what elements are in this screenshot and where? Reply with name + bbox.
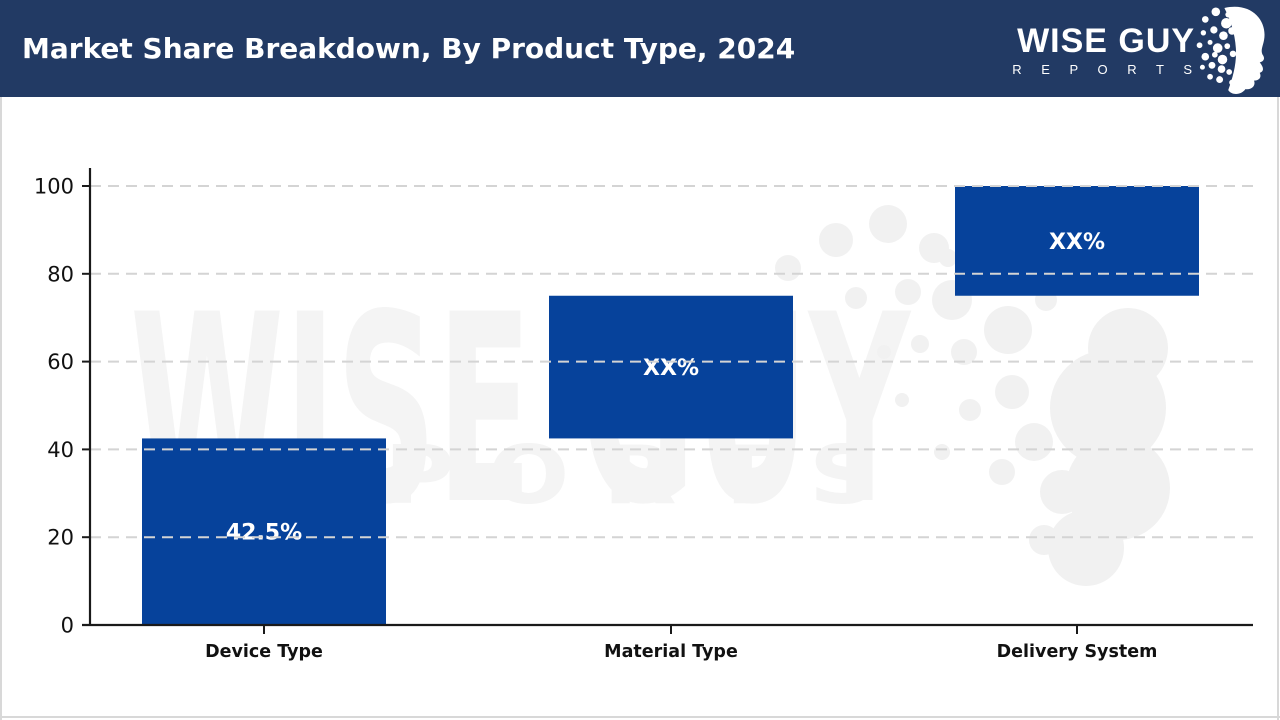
figure-border-left: [0, 97, 2, 720]
y-tick-label: 0: [61, 614, 74, 638]
bar-segment: [549, 295, 793, 439]
x-tick-label: Delivery System: [997, 642, 1158, 662]
bar-value-label: XX%: [643, 356, 699, 381]
y-tick-label: 20: [47, 526, 74, 550]
brand-logo: WISE GUY R E P O R T S: [1012, 0, 1272, 97]
logo-wordmark: WISE GUY R E P O R T S: [1012, 22, 1200, 77]
logo-wordmark-line1: WISE GUY: [1017, 22, 1196, 60]
bar-value-label: 42.5%: [226, 521, 302, 546]
y-tick-label: 40: [47, 438, 74, 462]
y-tick-label: 80: [47, 262, 74, 286]
bar-segment: [142, 438, 386, 625]
bar-value-label: XX%: [1049, 230, 1105, 255]
bar-segment: [955, 186, 1199, 296]
figure-border-right: [1277, 97, 1279, 720]
x-tick-label: Material Type: [604, 642, 738, 662]
logo-head-icon: [1196, 6, 1265, 94]
figure-border-bottom: [0, 716, 1280, 718]
page-title: Market Share Breakdown, By Product Type,…: [22, 32, 796, 65]
header-bar: Market Share Breakdown, By Product Type,…: [0, 0, 1280, 97]
x-tick-label: Device Type: [205, 642, 323, 662]
logo-wordmark-line2: R E P O R T S: [1012, 62, 1200, 77]
y-tick-label: 100: [34, 175, 74, 199]
y-tick-label: 60: [47, 350, 74, 374]
